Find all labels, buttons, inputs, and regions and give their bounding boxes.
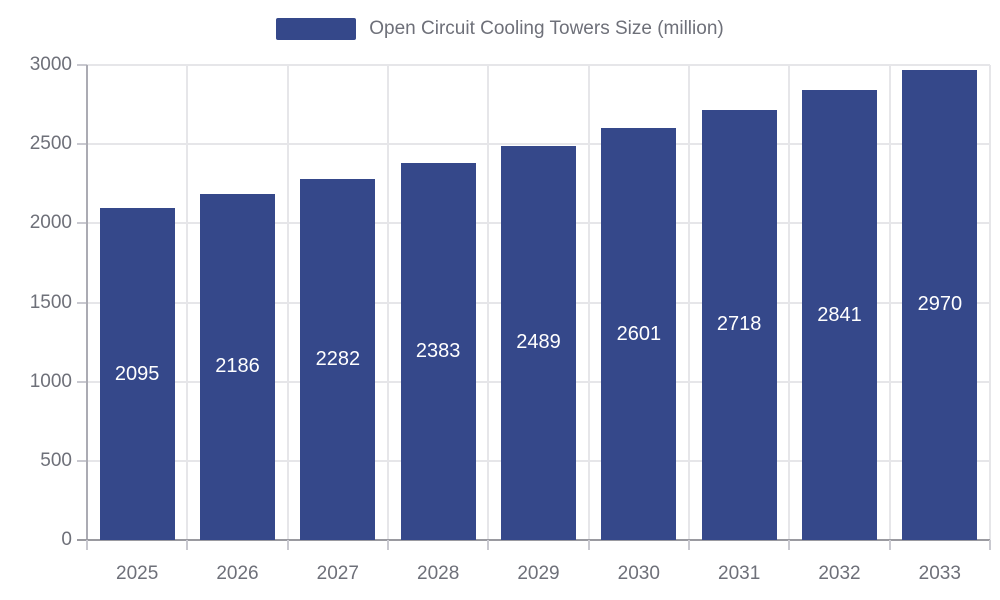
x-gridline	[888, 65, 891, 540]
x-axis-tick-label: 2028	[417, 563, 460, 584]
x-axis-tick	[788, 540, 791, 550]
x-gridline	[788, 65, 791, 540]
x-gridline	[688, 65, 690, 540]
legend-swatch	[276, 18, 357, 40]
y-axis-tick	[77, 301, 87, 304]
x-axis-tick	[186, 540, 189, 550]
legend-item[interactable]: Open Circuit Cooling Towers Size (millio…	[0, 18, 1000, 40]
y-axis-tick-label: 1500	[29, 291, 72, 313]
bar-2029[interactable]: 2489	[501, 145, 576, 540]
x-axis-tick	[487, 540, 490, 550]
y-axis-tick	[77, 64, 87, 66]
y-axis-tick	[77, 222, 87, 225]
y-axis-line	[86, 65, 88, 542]
y-gridline	[87, 143, 990, 146]
y-axis-tick-label: 3000	[29, 54, 72, 75]
x-gridline	[286, 65, 289, 540]
legend-label: Open Circuit Cooling Towers Size (millio…	[369, 18, 724, 39]
x-axis-tick	[587, 540, 590, 550]
x-axis-tick-label: 2033	[918, 563, 961, 584]
bar-value-label: 2186	[215, 355, 260, 378]
x-axis-tick-label: 2032	[818, 563, 861, 584]
x-axis-tick	[387, 540, 389, 550]
x-axis-tick	[989, 540, 991, 550]
y-axis-tick	[77, 459, 87, 462]
bar-value-label: 2095	[114, 362, 160, 385]
y-axis-tick	[77, 143, 87, 146]
bar-value-label: 2601	[616, 322, 662, 345]
bar-value-label: 2841	[817, 303, 862, 326]
bar-2026[interactable]: 2186	[200, 193, 275, 540]
x-gridline	[186, 65, 189, 540]
x-gridline	[989, 65, 991, 540]
x-axis-line	[77, 539, 990, 541]
bar-2027[interactable]: 2282	[300, 178, 376, 540]
bar-value-label: 2489	[516, 331, 561, 354]
x-axis-tick-label: 2029	[517, 563, 560, 584]
bar-2033[interactable]: 2970	[902, 69, 978, 540]
x-gridline	[587, 65, 590, 540]
x-axis-tick	[86, 540, 88, 550]
x-axis-tick-label: 2030	[617, 563, 660, 584]
y-axis-tick-label: 2500	[29, 133, 72, 155]
bar-2028[interactable]: 2383	[400, 162, 476, 540]
bar-value-label: 2383	[415, 339, 461, 362]
y-axis-tick	[77, 380, 87, 383]
bar-value-label: 2970	[917, 293, 963, 316]
x-axis-tick	[688, 540, 690, 550]
x-axis-tick	[286, 540, 289, 550]
bar-2025[interactable]: 2095	[99, 208, 175, 540]
bar-2030[interactable]: 2601	[601, 128, 677, 540]
x-gridline	[487, 65, 490, 540]
bar-value-label: 2718	[716, 313, 762, 336]
x-axis-tick-label: 2027	[316, 563, 359, 584]
bar-value-label: 2282	[315, 347, 361, 370]
y-axis-tick-label: 1000	[29, 370, 72, 392]
y-axis-tick-label: 0	[61, 529, 72, 550]
y-axis-tick-label: 2000	[29, 212, 72, 234]
y-gridline	[87, 64, 990, 66]
bar-2032[interactable]: 2841	[802, 90, 877, 540]
x-axis-tick-label: 2026	[216, 563, 259, 584]
bar-2031[interactable]: 2718	[701, 109, 777, 540]
y-axis-tick-label: 500	[40, 449, 72, 471]
x-axis-tick-label: 2031	[718, 563, 761, 584]
x-axis-tick	[888, 540, 891, 550]
x-gridline	[387, 65, 389, 540]
x-axis-tick-label: 2025	[116, 563, 159, 584]
